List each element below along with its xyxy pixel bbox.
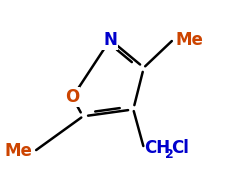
Text: Me: Me — [175, 31, 203, 49]
Text: 2: 2 — [165, 148, 173, 161]
Text: Cl: Cl — [171, 139, 189, 157]
Text: CH: CH — [144, 139, 170, 157]
Text: N: N — [103, 31, 117, 49]
Text: Me: Me — [4, 142, 32, 160]
Text: O: O — [65, 88, 79, 106]
